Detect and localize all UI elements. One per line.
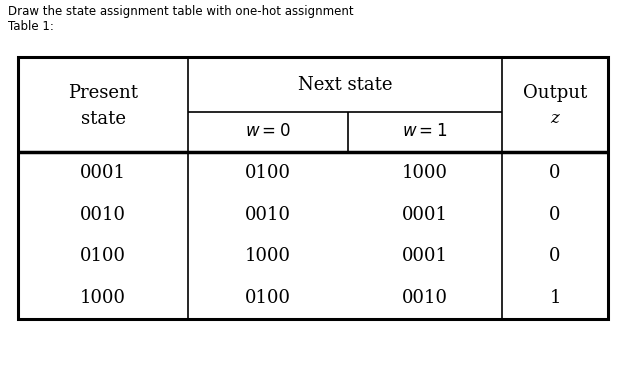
Text: $w = 1$: $w = 1$ [402,124,447,141]
Text: z: z [551,110,559,127]
Text: 0100: 0100 [245,289,291,307]
Text: 0100: 0100 [80,247,126,265]
Bar [18,57,608,319]
Text: 1000: 1000 [402,164,448,182]
Text: 0: 0 [549,206,561,224]
Text: 1000: 1000 [245,247,291,265]
Text: $w = 0$: $w = 0$ [245,124,291,141]
Text: Present: Present [68,84,138,102]
Text: 0001: 0001 [402,206,448,224]
Text: 1000: 1000 [80,289,126,307]
Text: 0: 0 [549,164,561,182]
Text: 0010: 0010 [80,206,126,224]
Text: 0: 0 [549,247,561,265]
Text: Draw the state assignment table with one-hot assignment: Draw the state assignment table with one… [8,5,354,18]
Text: Output: Output [523,84,587,102]
Text: 0100: 0100 [245,164,291,182]
Text: Table 1:: Table 1: [8,20,54,33]
Text: 0001: 0001 [402,247,448,265]
Text: Next state: Next state [298,76,392,94]
Text: state: state [80,109,125,127]
Text: 1: 1 [549,289,561,307]
Text: 0010: 0010 [245,206,291,224]
Text: 0010: 0010 [402,289,448,307]
Text: 0001: 0001 [80,164,126,182]
